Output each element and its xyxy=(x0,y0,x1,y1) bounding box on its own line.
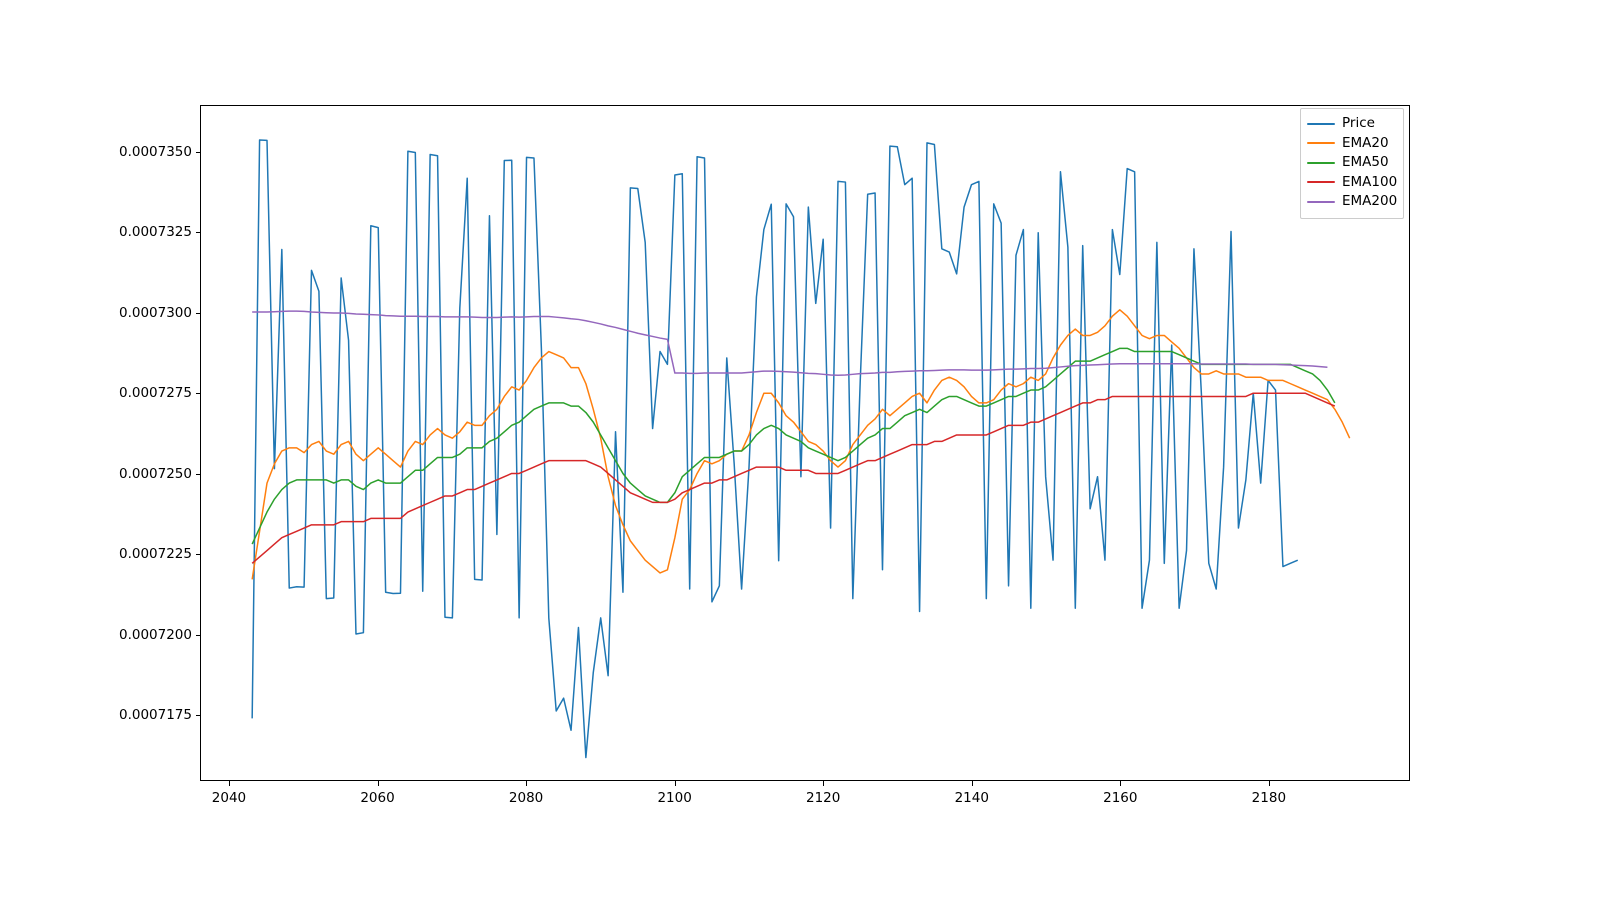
y-tick-label: 0.0007325 xyxy=(118,224,192,241)
y-tick-mark xyxy=(195,312,200,314)
legend-color-swatch-icon xyxy=(1307,161,1335,164)
series-line-price xyxy=(251,139,1299,759)
x-tick-mark xyxy=(674,781,676,786)
x-tick-label: 2120 xyxy=(806,790,841,806)
legend-item-label: EMA50 xyxy=(1342,154,1389,170)
x-tick-label: 2100 xyxy=(657,790,692,806)
y-tick-label: 0.0007275 xyxy=(118,385,192,402)
y-tick-label: 0.0007350 xyxy=(118,143,192,160)
legend-color-swatch-icon xyxy=(1307,181,1335,184)
x-tick-label: 2160 xyxy=(1103,790,1138,806)
x-tick-mark xyxy=(526,781,528,786)
series-line-ema20 xyxy=(251,309,1351,580)
series-line-ema50 xyxy=(251,347,1336,545)
x-tick-mark xyxy=(823,781,825,786)
x-tick-label: 2140 xyxy=(954,790,989,806)
y-tick-label: 0.0007250 xyxy=(118,465,192,482)
y-tick-label: 0.0007300 xyxy=(118,304,192,321)
x-tick-mark xyxy=(377,781,379,786)
y-tick-label: 0.0007225 xyxy=(118,546,192,563)
legend-color-swatch-icon xyxy=(1307,122,1335,125)
x-tick-mark xyxy=(971,781,973,786)
x-tick-label: 2180 xyxy=(1251,790,1287,806)
legend-color-swatch-icon xyxy=(1307,142,1335,145)
chart-lines-svg xyxy=(251,139,1351,759)
legend-item-label: EMA100 xyxy=(1342,173,1398,190)
y-tick-label: 0.0007175 xyxy=(118,707,192,723)
legend-item-ema100[interactable]: EMA100 xyxy=(1307,173,1397,193)
legend-item-label: EMA200 xyxy=(1342,193,1398,209)
y-tick-label: 0.0007200 xyxy=(118,626,192,643)
series-line-ema200 xyxy=(252,310,1328,377)
y-tick-mark xyxy=(195,151,200,153)
x-tick-label: 2080 xyxy=(508,790,544,806)
legend-item-price[interactable]: Price xyxy=(1307,114,1397,134)
x-tick-label: 2040 xyxy=(211,790,247,806)
chart-plot-area xyxy=(200,105,1410,781)
legend-item-ema200[interactable]: EMA200 xyxy=(1307,192,1397,212)
y-tick-mark xyxy=(195,554,200,556)
legend-item-label: Price xyxy=(1342,115,1375,131)
y-tick-mark xyxy=(195,473,200,475)
y-tick-mark xyxy=(195,715,200,717)
chart-legend: Price EMA20 EMA50 EMA100 EMA200 xyxy=(1300,108,1404,219)
legend-item-label: EMA20 xyxy=(1342,134,1389,151)
y-tick-mark xyxy=(195,634,200,636)
series-line-ema100 xyxy=(251,392,1336,564)
y-tick-mark xyxy=(195,232,200,234)
y-tick-mark xyxy=(195,393,200,395)
legend-item-ema50[interactable]: EMA50 xyxy=(1307,153,1397,173)
x-tick-mark xyxy=(1120,781,1122,786)
legend-item-ema20[interactable]: EMA20 xyxy=(1307,134,1397,154)
x-tick-mark xyxy=(1268,781,1270,786)
x-tick-mark xyxy=(228,781,231,786)
legend-color-swatch-icon xyxy=(1307,200,1335,203)
x-tick-label: 2060 xyxy=(360,790,395,806)
